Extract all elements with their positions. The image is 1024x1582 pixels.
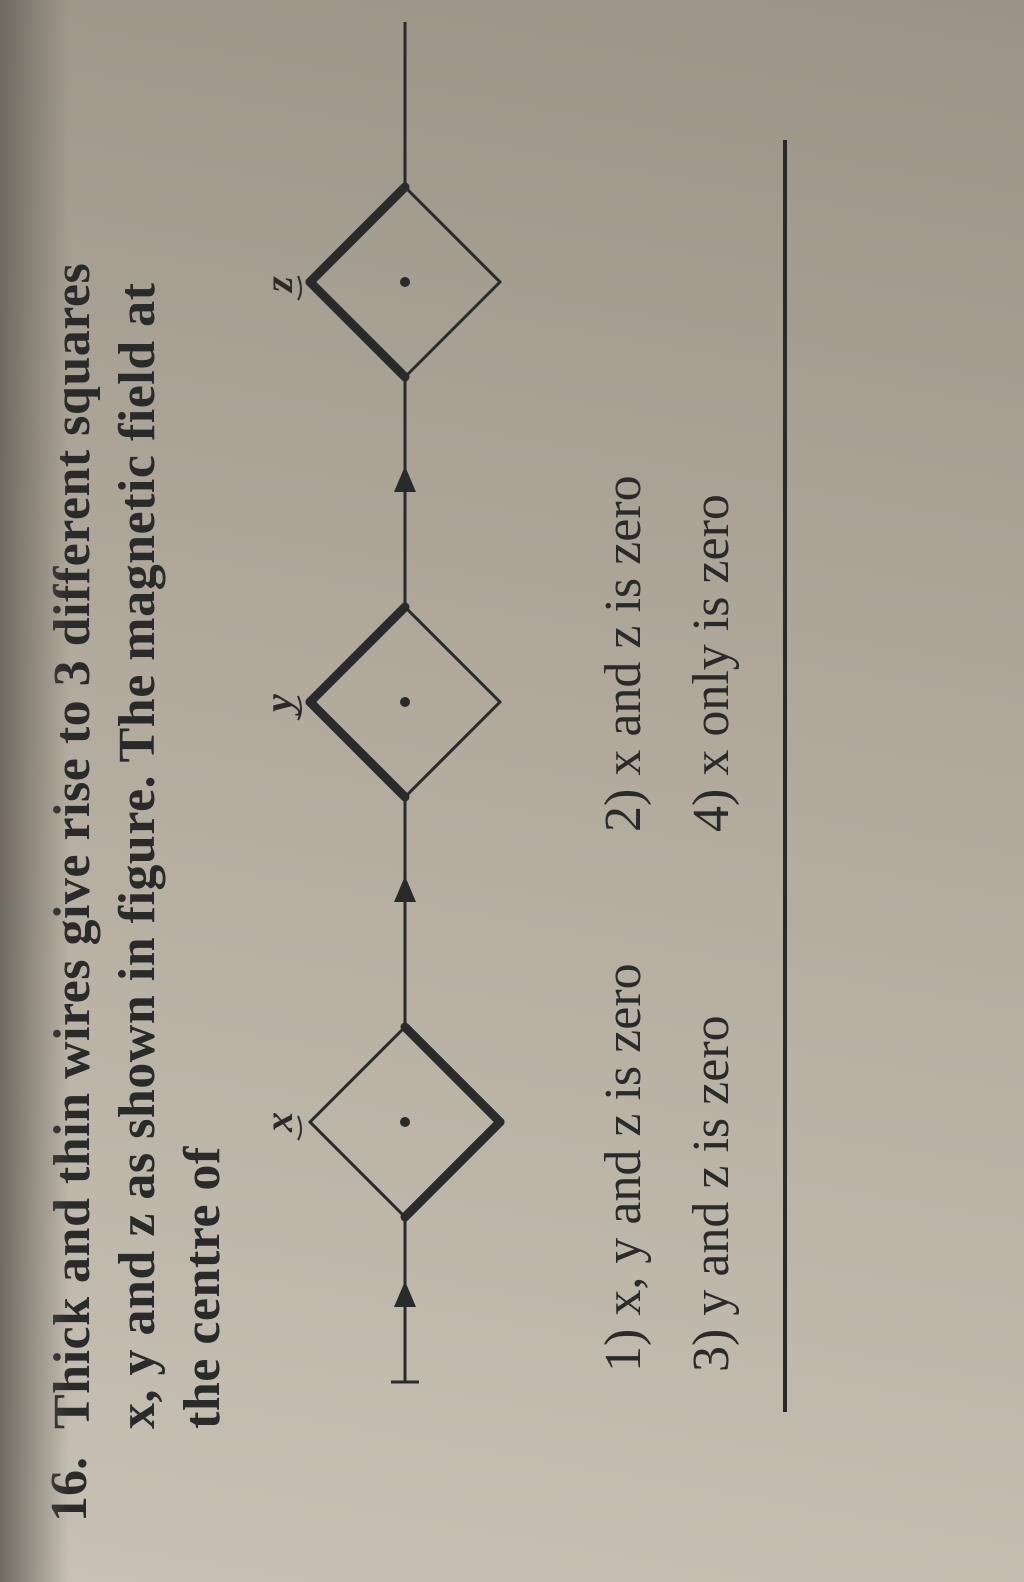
svg-text:x: x — [265, 1112, 301, 1133]
option-3: 3) y and z is zero — [668, 902, 756, 1372]
svg-text:y: y — [265, 694, 301, 716]
question-line-1: Thick and thin wires give rise to 3 diff… — [44, 263, 101, 1429]
option-4: 4) x only is zero — [668, 362, 756, 832]
svg-text:z: z — [265, 276, 301, 294]
question-line-3: the centre of — [174, 1146, 231, 1429]
question-text: Thick and thin wires give rise to 3 diff… — [40, 263, 235, 1429]
option-2: 2) x and z is zero — [580, 362, 668, 832]
answer-options: 1) x, y and z is zero 2) x and z is zero… — [580, 80, 757, 1372]
question-number: 16. — [40, 1457, 99, 1522]
bottom-rule — [783, 140, 787, 1412]
question-line-2: x, y and z as shown in figure. The magne… — [109, 283, 166, 1430]
circuit-figure: x y z — [265, 80, 550, 1402]
option-1: 1) x, y and z is zero — [580, 902, 668, 1372]
